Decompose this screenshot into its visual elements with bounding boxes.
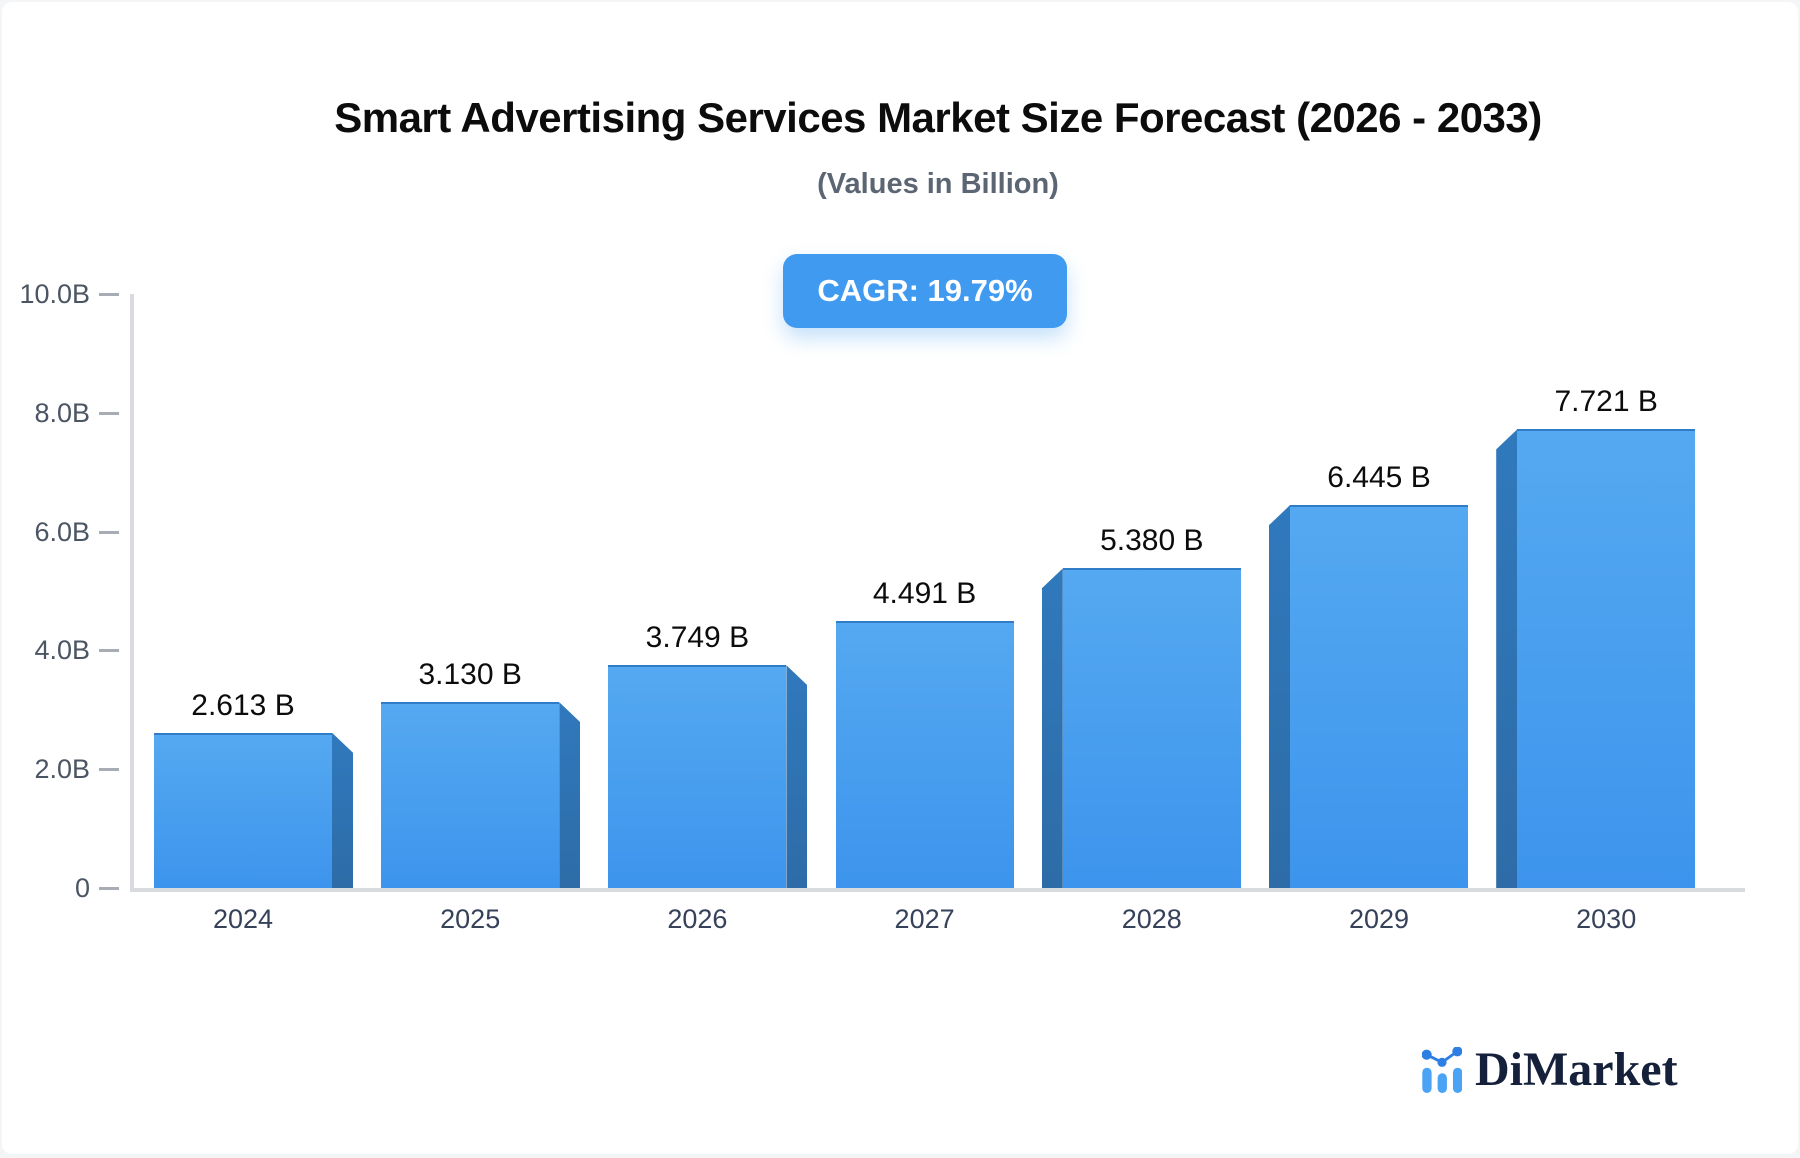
bar-face-2030 (1517, 429, 1696, 888)
x-axis-label: 2024 (212, 904, 274, 934)
bar-side (1269, 505, 1290, 888)
y-axis-tick-label: 6.0B (34, 516, 90, 547)
bar-side (786, 665, 808, 888)
x-axis-line (130, 888, 1745, 892)
bar-side (332, 732, 353, 888)
y-axis-tick-dash (99, 649, 119, 653)
bar-side (559, 702, 581, 888)
bar-value-label: 4.491 B (872, 577, 977, 611)
bar-value-label: 7.721 B (1554, 385, 1658, 419)
y-axis-tick-label: 2.0B (34, 754, 90, 785)
bar-side (1041, 568, 1063, 888)
y-axis-tick-label: 4.0B (34, 635, 90, 666)
chart-title: Smart Advertising Services Market Size F… (334, 94, 1542, 141)
x-axis-label: 2026 (667, 904, 728, 934)
bar-face-2028 (1062, 568, 1241, 888)
x-axis-label: 2028 (1121, 904, 1182, 934)
bar-face-2024 (154, 732, 332, 888)
x-axis-label: 2027 (894, 904, 955, 934)
bar-side (1496, 429, 1518, 888)
bar-face-2027 (835, 621, 1014, 888)
bar-face-2026 (608, 665, 787, 888)
x-axis-label: 2030 (1576, 904, 1637, 934)
bar-value-label: 3.749 B (645, 621, 750, 655)
x-axis-label: 2029 (1348, 904, 1410, 934)
bar-value-label: 3.130 B (418, 658, 522, 692)
x-axis-label: 2025 (440, 904, 501, 934)
bar-value-label: 6.445 B (1327, 461, 1431, 495)
y-axis-tick-label: 8.0B (34, 397, 90, 428)
mini-bar-chart-icon (1422, 1047, 1462, 1093)
y-axis-tick-dash (99, 411, 119, 415)
y-axis-tick-dash (99, 293, 119, 296)
logo-text: DiMarket (1475, 1043, 1678, 1096)
y-axis-tick-dash (99, 768, 119, 772)
bar-value-label: 2.613 B (191, 688, 295, 722)
bar-value-label: 5.380 B (1100, 524, 1204, 558)
cagr-badge: CAGR: 19.79% (783, 254, 1067, 328)
y-axis-tick-dash (99, 530, 119, 534)
y-axis-tick-label: 10.0B (19, 279, 90, 309)
y-axis-tick-label: 0 (74, 873, 90, 903)
y-axis-tick-dash (99, 887, 119, 890)
bar-face-2025 (381, 702, 560, 888)
bar-face-2029 (1290, 505, 1468, 888)
logo: DiMarket (1422, 1040, 1678, 1100)
y-axis-line (130, 294, 134, 892)
chart-subtitle: (Values in Billion) (817, 168, 1059, 200)
